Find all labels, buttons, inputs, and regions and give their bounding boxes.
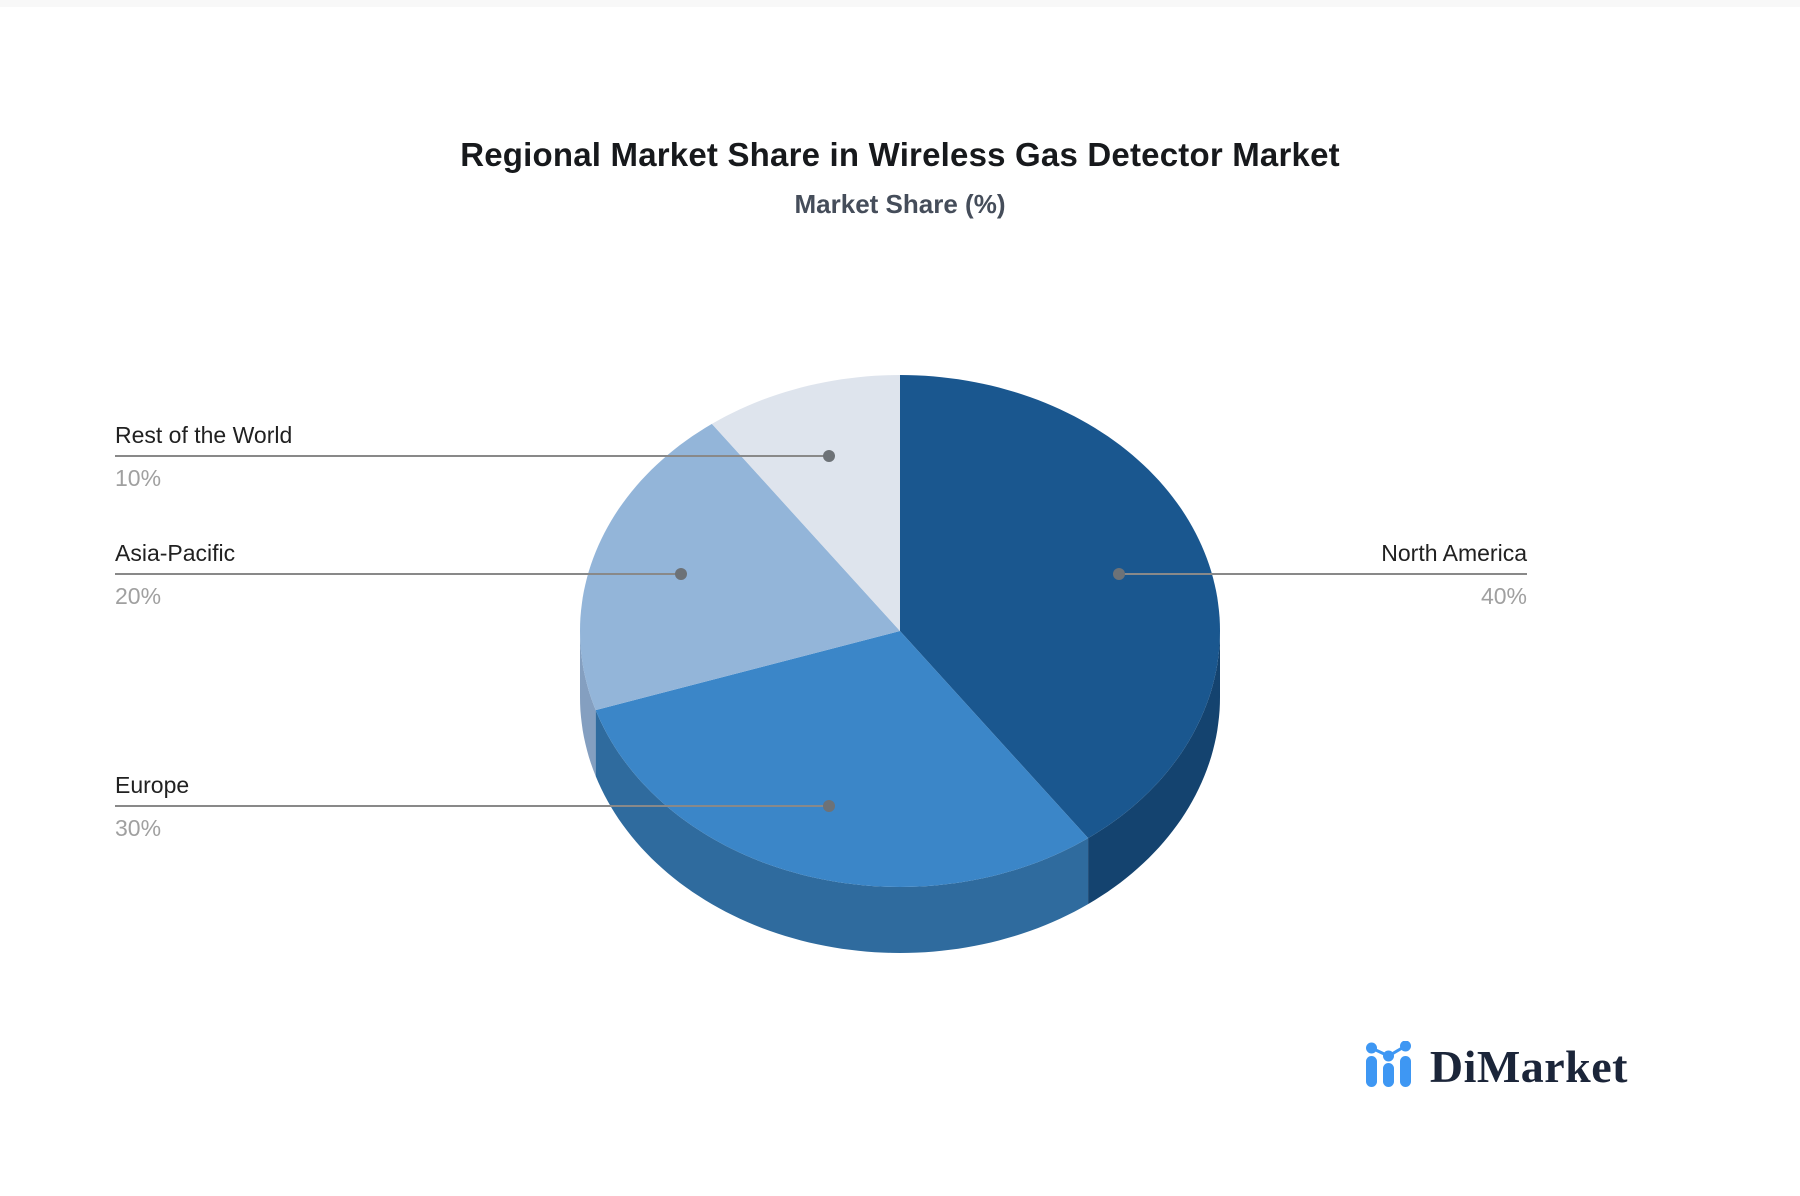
pie-label-europe: Europe 30% bbox=[115, 772, 189, 842]
pie-label-rest-of-the-world: Rest of the World 10% bbox=[115, 422, 292, 492]
slice-label: Europe bbox=[115, 772, 190, 798]
dimarket-wordmark: DiMarket bbox=[1429, 1041, 1628, 1092]
slice-europe bbox=[595, 631, 1089, 887]
slice-asia-pacific bbox=[580, 423, 900, 711]
slice-side-europe bbox=[595, 710, 1089, 953]
slice-label: North America bbox=[1381, 540, 1527, 566]
slice-north-america bbox=[900, 375, 1220, 839]
slice-value: 40% bbox=[1480, 583, 1527, 609]
slice-rest-of-the-world bbox=[711, 375, 900, 631]
slice-side-north-america bbox=[1088, 631, 1220, 905]
slice-label: Rest of the World bbox=[115, 422, 293, 448]
leader-dot-asia-pacific bbox=[675, 568, 687, 580]
window-top-edge bbox=[0, 0, 1800, 7]
leader-dot-rest-of-the-world bbox=[823, 450, 835, 462]
dimarket-logo: DiMarket bbox=[1363, 1041, 1628, 1093]
leader-dot-europe bbox=[823, 800, 835, 812]
slice-value: 10% bbox=[115, 465, 162, 491]
pie-label-asia-pacific: Asia-Pacific 20% bbox=[115, 540, 235, 610]
slice-value: 20% bbox=[115, 583, 162, 609]
pie-label-north-america: North America 40% bbox=[1381, 540, 1527, 610]
slice-side-asia-pacific bbox=[580, 631, 596, 777]
leader-dot-north-america bbox=[1113, 568, 1125, 580]
chart-subtitle: Market Share (%) bbox=[794, 189, 1006, 219]
slice-value: 30% bbox=[115, 815, 162, 841]
chart-title: Regional Market Share in Wireless Gas De… bbox=[460, 136, 1340, 173]
slice-label: Asia-Pacific bbox=[115, 540, 236, 566]
bar-line-chart-icon bbox=[1365, 1041, 1411, 1087]
